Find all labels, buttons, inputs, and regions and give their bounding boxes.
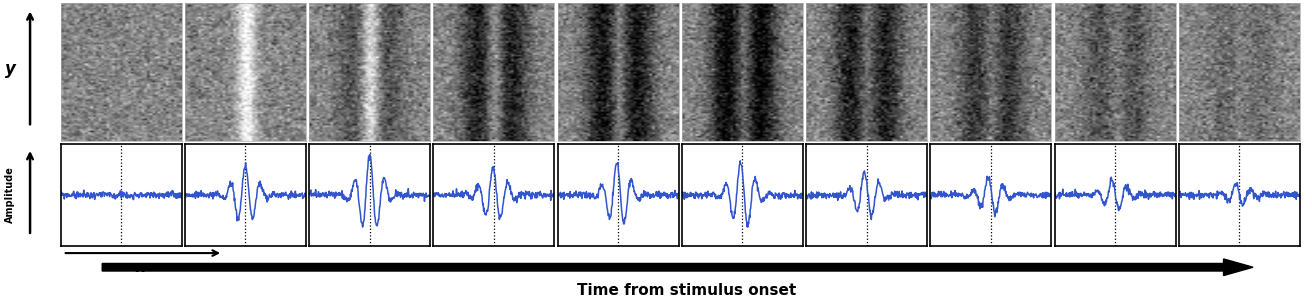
FancyArrow shape bbox=[102, 259, 1253, 276]
Text: x: x bbox=[136, 260, 146, 275]
Text: Amplitude: Amplitude bbox=[5, 167, 16, 224]
Text: y: y bbox=[5, 60, 16, 78]
Text: Time from stimulus onset: Time from stimulus onset bbox=[577, 283, 796, 298]
